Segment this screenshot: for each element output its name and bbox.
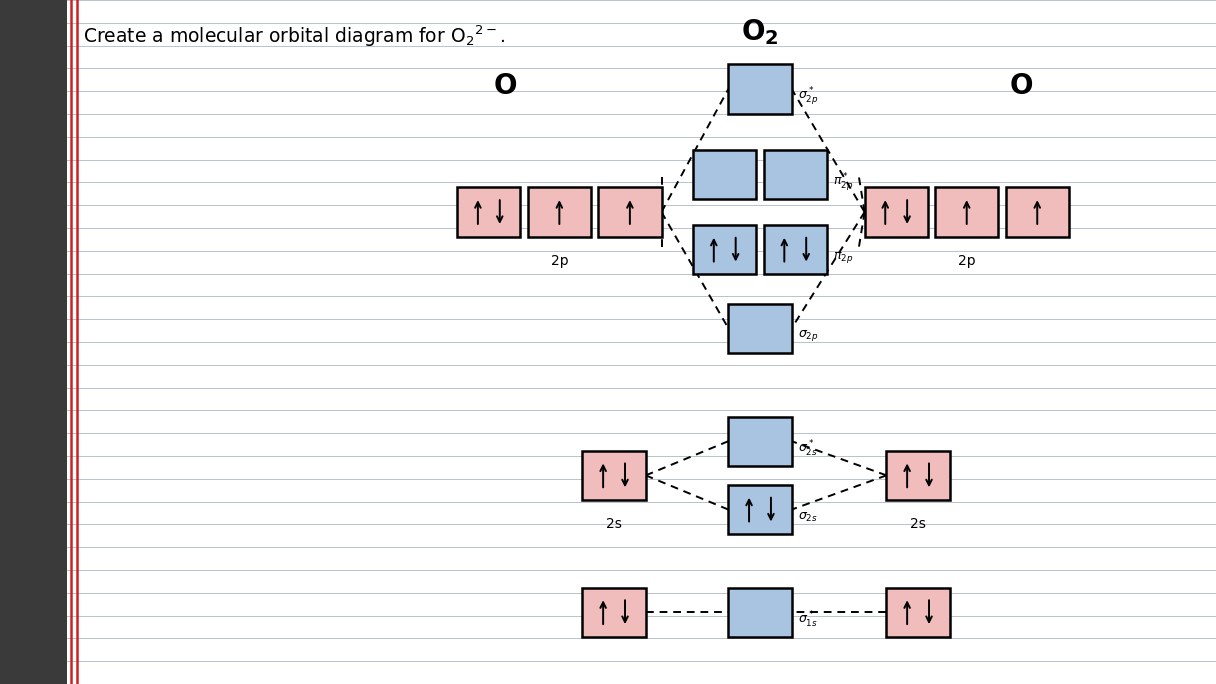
Text: $\sigma^*_{2s}$: $\sigma^*_{2s}$ xyxy=(798,438,817,458)
Bar xyxy=(764,225,827,274)
Text: $\sigma^*_{2p}$: $\sigma^*_{2p}$ xyxy=(798,86,818,107)
Bar xyxy=(764,150,827,199)
Text: Create a molecular orbital diagram for O$_2$$^{2-}$.: Create a molecular orbital diagram for O… xyxy=(83,24,505,49)
Text: $\mathbf{O_2}$: $\mathbf{O_2}$ xyxy=(741,17,779,47)
Bar xyxy=(598,187,662,237)
Bar xyxy=(582,588,646,637)
Bar xyxy=(865,187,928,237)
Text: $\sigma_{2s}$: $\sigma_{2s}$ xyxy=(798,510,817,523)
Bar xyxy=(728,417,792,466)
Text: 2p: 2p xyxy=(551,254,568,267)
Text: 2s: 2s xyxy=(606,517,623,531)
Text: 2p: 2p xyxy=(958,254,975,267)
Text: 2s: 2s xyxy=(910,517,927,531)
Bar xyxy=(582,451,646,500)
Bar xyxy=(886,588,950,637)
Text: $\pi_{2p}$: $\pi_{2p}$ xyxy=(833,250,854,265)
Bar xyxy=(728,304,792,353)
Bar xyxy=(728,588,792,637)
Bar xyxy=(728,64,792,114)
Bar xyxy=(693,225,756,274)
Bar xyxy=(1006,187,1069,237)
Text: $\sigma^*_{1s}$: $\sigma^*_{1s}$ xyxy=(798,609,817,629)
Bar xyxy=(728,485,792,534)
Text: $\pi^*_{2p}$: $\pi^*_{2p}$ xyxy=(833,171,854,193)
Bar xyxy=(935,187,998,237)
Bar xyxy=(0,0,67,684)
Bar xyxy=(457,187,520,237)
Bar xyxy=(528,187,591,237)
Text: $\sigma_{2p}$: $\sigma_{2p}$ xyxy=(798,328,818,343)
Bar xyxy=(693,150,756,199)
Bar xyxy=(886,451,950,500)
Text: $\mathbf{O}$: $\mathbf{O}$ xyxy=(492,72,517,100)
Text: $\mathbf{O}$: $\mathbf{O}$ xyxy=(1009,72,1034,100)
